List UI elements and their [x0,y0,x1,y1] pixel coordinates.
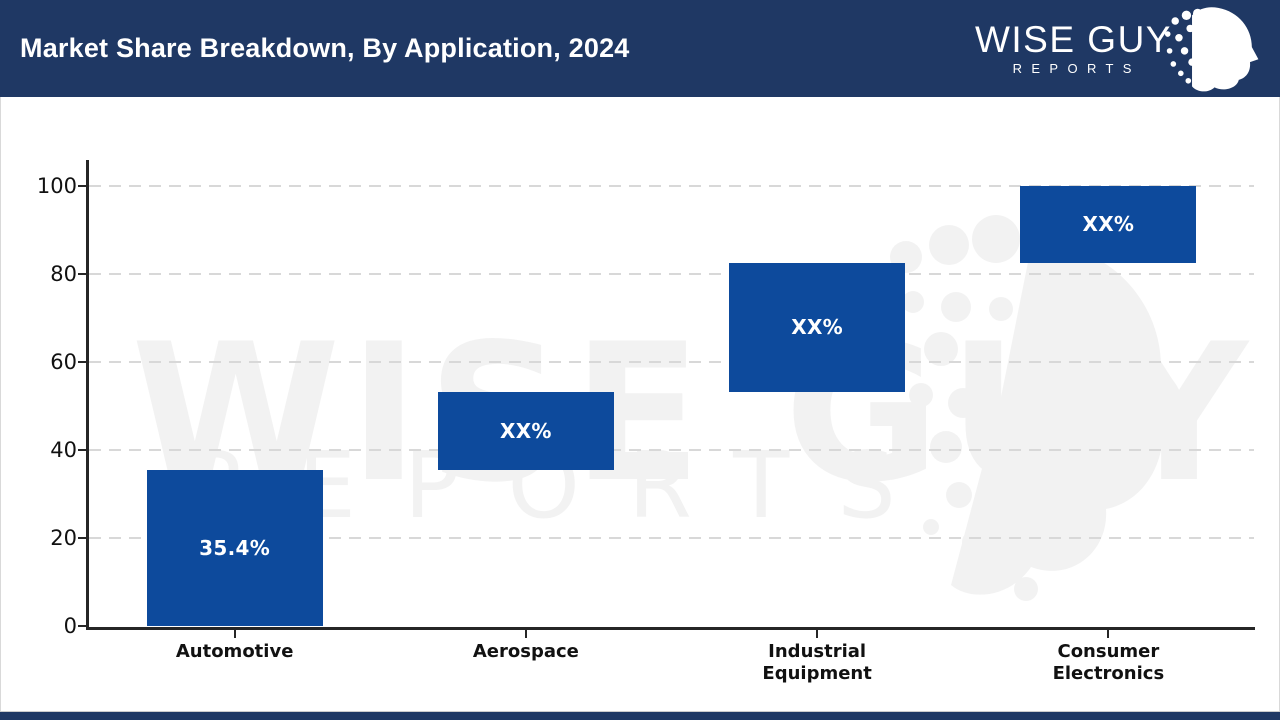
category-label: Automotive [175,641,294,662]
bar-segment: 35.4% [146,470,323,626]
logo-text: WISE GUY REPORTS [974,18,1172,77]
bar-value-label: XX% [791,315,844,340]
y-axis-line [86,160,89,630]
x-tick [816,630,819,638]
category-label: Industrial Equipment [762,641,872,684]
x-axis-line [86,627,1255,630]
gridline [89,361,1254,363]
bar-value-label: 35.4% [199,536,271,561]
chart-figure: WISE GUY REPORTS 0 20 40 60 80 100 35.4% Automo… [0,97,1280,720]
category-label: Consumer Electronics [1052,641,1165,684]
figure-bottom-border [0,711,1280,712]
bar-value-label: XX% [1082,212,1135,237]
y-tick [78,185,86,187]
gridline [89,273,1254,275]
y-tick [78,537,86,539]
y-tick-label: 60 [50,350,77,374]
header-bar: Market Share Breakdown, By Application, … [0,0,1280,97]
x-tick [1107,630,1110,638]
bar-segment: XX% [1020,186,1197,263]
y-tick-label: 20 [50,526,77,550]
x-tick [233,630,236,638]
gridline [89,537,1254,539]
wise-guy-logo: WISE GUY REPORTS [975,6,1270,92]
logo-subtitle: REPORTS [1012,61,1141,77]
page-title: Market Share Breakdown, By Application, … [20,33,630,63]
y-tick-label: 0 [63,614,77,638]
category-label: Aerospace [472,641,579,662]
y-tick [78,625,86,627]
y-tick-label: 40 [50,438,77,462]
bar-segment: XX% [437,391,614,471]
y-tick [78,361,86,363]
y-tick-label: 80 [50,262,77,286]
x-tick [524,630,527,638]
bar-value-label: XX% [499,419,552,444]
face-profile-icon [1164,6,1259,91]
y-tick [78,449,86,451]
y-tick [78,273,86,275]
footer-bar [0,712,1280,720]
y-tick-label: 100 [36,174,77,198]
gridline [89,449,1254,451]
gridline [89,185,1254,187]
bar-segment: XX% [729,262,906,392]
logo-name: WISE GUY [974,18,1172,60]
